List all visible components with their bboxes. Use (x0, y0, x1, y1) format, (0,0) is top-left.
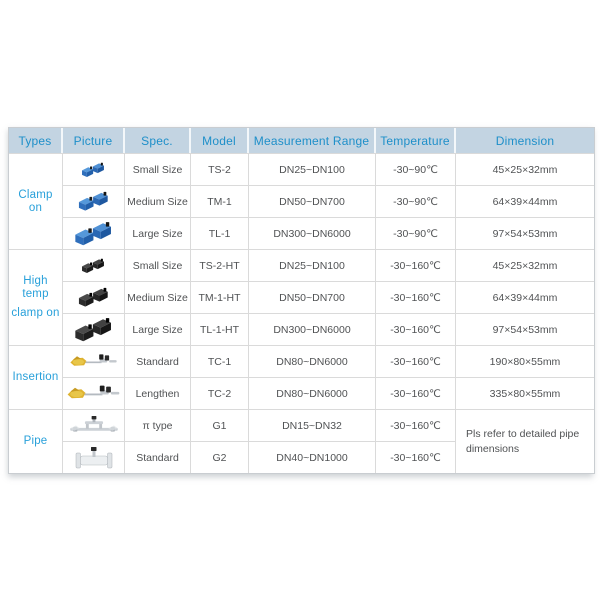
model-cell: TC-1 (191, 345, 249, 377)
table-row: Medium Size TM-1-HT DN50~DN700 -30~160℃ … (9, 281, 594, 313)
range-cell: DN300~DN6000 (249, 313, 376, 345)
picture-cell (63, 377, 125, 409)
type-cell-clamp-on: Clamp on (9, 153, 63, 249)
dimension-note-cell: Pls refer to detailed pipe dimensions (456, 409, 594, 473)
range-cell: DN25~DN100 (249, 249, 376, 281)
spec-table: Types Picture Spec. Model Measurement Ra… (8, 127, 595, 474)
type-cell-insertion: Insertion (9, 345, 63, 409)
picture-cell (63, 217, 125, 249)
insertion-sensor-lengthen-image (66, 384, 122, 403)
picture-cell (63, 409, 125, 441)
model-cell: TS-2 (191, 153, 249, 185)
picture-cell (63, 281, 125, 313)
range-cell: DN25~DN100 (249, 153, 376, 185)
clamp-on-sensor-blue-large-image (74, 221, 114, 247)
temperature-cell: -30~160℃ (376, 409, 456, 441)
dimension-cell: 97×54×53mm (456, 217, 594, 249)
picture-cell (63, 313, 125, 345)
spec-cell: Large Size (125, 313, 191, 345)
range-cell: DN50~DN700 (249, 281, 376, 313)
insertion-sensor-standard-image (69, 353, 119, 370)
col-header-temperature: Temperature (376, 128, 456, 153)
temperature-cell: -30~90℃ (376, 153, 456, 185)
model-cell: G1 (191, 409, 249, 441)
range-cell: DN80~DN6000 (249, 377, 376, 409)
table-row: Medium Size TM-1 DN50~DN700 -30~90℃ 64×3… (9, 185, 594, 217)
table-row: Large Size TL-1-HT DN300~DN6000 -30~160℃… (9, 313, 594, 345)
dimension-cell: 45×25×32mm (456, 153, 594, 185)
type-label: Insertion (12, 371, 59, 384)
spec-cell: Medium Size (125, 281, 191, 313)
type-label: Pipe (23, 435, 48, 448)
model-cell: TL-1-HT (191, 313, 249, 345)
clamp-on-sensor-blue-medium-image (78, 191, 110, 212)
picture-cell (63, 345, 125, 377)
range-cell: DN15~DN32 (249, 409, 376, 441)
spec-cell: Small Size (125, 153, 191, 185)
type-label: clamp on (11, 307, 60, 320)
col-header-spec: Spec. (125, 128, 191, 153)
temperature-cell: -30~160℃ (376, 345, 456, 377)
dimension-cell: 190×80×55mm (456, 345, 594, 377)
col-header-measurement-range: Measurement Range (249, 128, 376, 153)
model-cell: G2 (191, 441, 249, 473)
dimension-cell: 64×39×44mm (456, 281, 594, 313)
table-row: Clamp on Small Size TS-2 DN25~DN100 -30~… (9, 153, 594, 249)
dimension-cell: 335×80×55mm (456, 377, 594, 409)
temperature-cell: -30~160℃ (376, 313, 456, 345)
temperature-cell: -30~90℃ (376, 185, 456, 217)
type-cell-high-temp-clamp-on: High temp clamp on (9, 249, 63, 345)
range-cell: DN300~DN6000 (249, 217, 376, 249)
spec-cell: Large Size (125, 217, 191, 249)
dimension-cell: 64×39×44mm (456, 185, 594, 217)
picture-cell (63, 441, 125, 473)
model-cell: TL-1 (191, 217, 249, 249)
picture-cell (63, 153, 125, 185)
pipe-meter-standard-image (73, 446, 115, 469)
spec-cell: Small Size (125, 249, 191, 281)
clamp-on-sensor-black-large-image (74, 317, 114, 343)
pipe-dimension-note: Pls refer to detailed pipe dimensions (466, 427, 580, 455)
model-cell: TM-1 (191, 185, 249, 217)
clamp-on-sensor-black-small-image (81, 258, 106, 274)
table-row: Lengthen TC-2 DN80~DN6000 -30~160℃ 335×8… (9, 377, 594, 409)
spec-cell: Standard (125, 345, 191, 377)
model-cell: TM-1-HT (191, 281, 249, 313)
type-cell-pipe: Pipe (9, 409, 63, 473)
range-cell: DN80~DN6000 (249, 345, 376, 377)
type-label: High temp (22, 275, 49, 300)
spec-cell: π type (125, 409, 191, 441)
dimension-cell: 45×25×32mm (456, 249, 594, 281)
table-row: Standard G2 DN40~DN1000 -30~160℃ (9, 441, 594, 473)
range-cell: DN40~DN1000 (249, 441, 376, 473)
type-label: Clamp on (18, 188, 53, 214)
model-cell: TS-2-HT (191, 249, 249, 281)
col-header-picture: Picture (63, 128, 125, 153)
clamp-on-sensor-black-medium-image (78, 287, 110, 308)
table-row: Pipe π type G1 DN15~DN32 -30~160℃ Pls re… (9, 409, 594, 473)
col-header-types: Types (9, 128, 63, 153)
clamp-on-sensor-blue-small-image (81, 162, 106, 178)
col-header-dimension: Dimension (456, 128, 594, 153)
table-row: High temp clamp on Small Size TS-2-HT DN… (9, 249, 594, 345)
dimension-cell: 97×54×53mm (456, 313, 594, 345)
table-row: Insertion Standard TC-1 DN80~DN6000 -30~… (9, 345, 594, 409)
temperature-cell: -30~160℃ (376, 249, 456, 281)
spec-cell: Lengthen (125, 377, 191, 409)
table-header-row: Types Picture Spec. Model Measurement Ra… (9, 128, 594, 153)
spec-cell: Standard (125, 441, 191, 473)
temperature-cell: -30~160℃ (376, 281, 456, 313)
picture-cell (63, 185, 125, 217)
product-spec-table: Types Picture Spec. Model Measurement Ra… (8, 127, 595, 474)
range-cell: DN50~DN700 (249, 185, 376, 217)
table-row: Large Size TL-1 DN300~DN6000 -30~90℃ 97×… (9, 217, 594, 249)
temperature-cell: -30~160℃ (376, 441, 456, 473)
col-header-model: Model (191, 128, 249, 153)
spec-cell: Medium Size (125, 185, 191, 217)
picture-cell (63, 249, 125, 281)
temperature-cell: -30~160℃ (376, 377, 456, 409)
model-cell: TC-2 (191, 377, 249, 409)
temperature-cell: -30~90℃ (376, 217, 456, 249)
pipe-meter-pi-type-image (69, 416, 119, 435)
